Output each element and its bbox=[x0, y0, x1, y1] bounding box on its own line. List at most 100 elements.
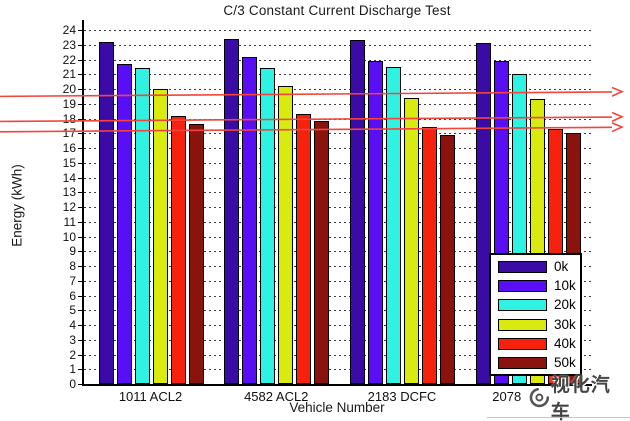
y-tick bbox=[78, 295, 82, 297]
legend-swatch bbox=[498, 357, 547, 369]
x-axis-line bbox=[82, 384, 592, 386]
gridline bbox=[84, 59, 591, 61]
y-tick bbox=[78, 369, 82, 371]
legend-swatch bbox=[498, 280, 547, 293]
bar bbox=[188, 124, 204, 384]
bar bbox=[368, 60, 383, 384]
y-tick-label: 8 bbox=[69, 259, 76, 273]
y-tick-label: 12 bbox=[62, 200, 76, 214]
y-tick-label: 3 bbox=[69, 332, 76, 347]
y-tick-label: 1 bbox=[69, 362, 76, 377]
gridline bbox=[84, 74, 591, 76]
bar bbox=[386, 66, 401, 384]
y-tick bbox=[78, 59, 82, 61]
y-tick bbox=[78, 325, 82, 326]
y-tick-label: 4 bbox=[69, 318, 76, 332]
gridline bbox=[84, 251, 591, 253]
legend-swatch bbox=[498, 318, 547, 331]
gridline bbox=[84, 280, 591, 282]
bar bbox=[116, 63, 132, 384]
bar bbox=[278, 86, 294, 384]
y-tick bbox=[78, 354, 82, 356]
gridline bbox=[84, 44, 591, 46]
y-tick bbox=[78, 266, 82, 267]
y-tick-label: 24 bbox=[62, 23, 76, 37]
gridline bbox=[84, 325, 591, 326]
y-tick bbox=[78, 44, 82, 46]
gridline bbox=[84, 310, 591, 312]
gridline bbox=[84, 103, 591, 105]
y-tick-label: 6 bbox=[69, 288, 76, 303]
gridline bbox=[84, 339, 591, 341]
legend-label: 40k bbox=[554, 335, 576, 351]
y-tick bbox=[78, 103, 82, 105]
watermark-logo-icon bbox=[529, 387, 550, 407]
y-tick-label: 22 bbox=[62, 52, 76, 67]
y-tick bbox=[78, 310, 82, 312]
y-tick-label: 2 bbox=[69, 347, 76, 362]
gridline bbox=[84, 162, 591, 164]
bar bbox=[224, 38, 240, 384]
y-tick bbox=[78, 74, 82, 76]
gridline bbox=[84, 354, 591, 356]
y-tick-label: 20 bbox=[62, 82, 76, 96]
y-tick bbox=[78, 207, 82, 208]
x-axis-label: Vehicle Number bbox=[289, 400, 385, 415]
gridline bbox=[84, 133, 591, 135]
legend-swatch bbox=[498, 261, 547, 273]
gridline bbox=[84, 236, 591, 238]
gridline bbox=[84, 30, 591, 31]
y-tick bbox=[78, 280, 82, 282]
y-tick-label: 18 bbox=[62, 111, 76, 126]
y-tick-label: 15 bbox=[62, 155, 76, 170]
y-tick-label: 5 bbox=[69, 303, 76, 318]
gridline bbox=[84, 177, 591, 179]
bar bbox=[440, 134, 455, 384]
y-tick bbox=[78, 30, 82, 31]
y-tick-label: 16 bbox=[62, 141, 76, 155]
y-tick-label: 11 bbox=[63, 214, 76, 229]
bar bbox=[296, 114, 312, 384]
y-tick-label: 10 bbox=[62, 229, 76, 244]
gridline bbox=[84, 369, 591, 371]
y-tick-label: 0 bbox=[69, 377, 76, 391]
gridline bbox=[84, 89, 591, 90]
bar bbox=[350, 40, 365, 384]
bar bbox=[260, 68, 276, 384]
gridline bbox=[84, 221, 591, 223]
y-tick bbox=[78, 339, 82, 341]
y-axis-line bbox=[82, 20, 84, 385]
bar bbox=[314, 121, 330, 384]
legend-label: 10k bbox=[554, 278, 576, 294]
y-axis-label: Energy (kWh) bbox=[9, 164, 25, 247]
gridline bbox=[84, 266, 591, 267]
bar bbox=[134, 68, 150, 384]
gridline bbox=[84, 192, 591, 194]
watermark-underline bbox=[487, 417, 630, 418]
legend-label: 0k bbox=[554, 259, 569, 274]
y-tick-label: 14 bbox=[62, 170, 76, 185]
bar bbox=[404, 97, 419, 384]
category-label: 1011 ACL2 bbox=[118, 389, 183, 404]
y-tick-label: 23 bbox=[62, 37, 76, 52]
y-tick bbox=[78, 236, 82, 238]
category-label: 2183 DCFC bbox=[367, 389, 437, 404]
watermark-text: 视化汽车 bbox=[550, 375, 611, 421]
legend-label: 30k bbox=[554, 316, 576, 332]
y-tick-label: 13 bbox=[62, 185, 76, 200]
legend-label: 50k bbox=[554, 355, 576, 370]
category-label: 4582 ACL2 bbox=[244, 389, 309, 404]
y-tick-label: 19 bbox=[62, 96, 76, 111]
y-tick bbox=[78, 192, 82, 194]
category-label: 2078 bbox=[492, 389, 522, 404]
y-tick-label: 9 bbox=[69, 244, 76, 259]
bar bbox=[242, 56, 258, 384]
gridline bbox=[84, 148, 591, 149]
bar bbox=[422, 127, 437, 384]
y-tick bbox=[78, 221, 82, 223]
bar bbox=[98, 41, 114, 384]
gridline bbox=[84, 207, 591, 208]
y-tick bbox=[78, 251, 82, 253]
y-tick bbox=[78, 148, 82, 149]
